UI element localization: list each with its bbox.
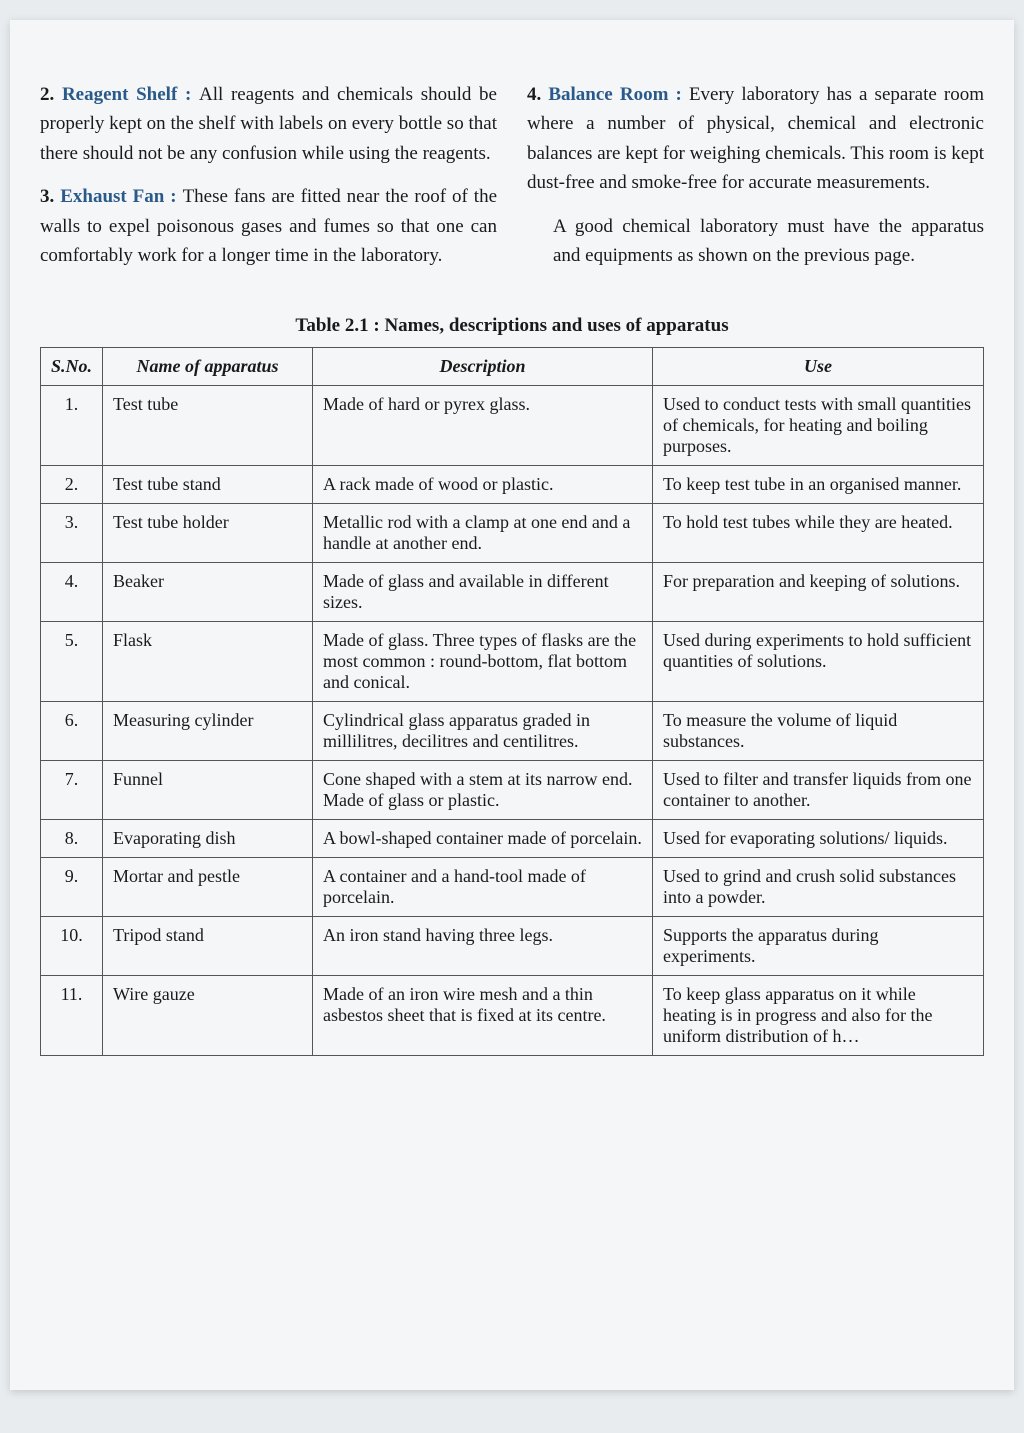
cell-description: Metallic rod with a clamp at one end and… <box>313 503 653 562</box>
cell-description: An iron stand having three legs. <box>313 916 653 975</box>
two-column-text: 2. Reagent Shelf : All reagents and chem… <box>40 80 984 285</box>
cell-description: Made of hard or pyrex glass. <box>313 385 653 465</box>
cell-use: To keep glass apparatus on it while heat… <box>653 975 984 1055</box>
cell-sno: 8. <box>41 819 103 857</box>
cell-name: Funnel <box>103 760 313 819</box>
cell-name: Tripod stand <box>103 916 313 975</box>
table-row: 9.Mortar and pestleA container and a han… <box>41 857 984 916</box>
cell-sno: 9. <box>41 857 103 916</box>
cell-description: Cylindrical glass apparatus graded in mi… <box>313 701 653 760</box>
list-item: 3. Exhaust Fan : These fans are fitted n… <box>40 182 497 270</box>
table-row: 6.Measuring cylinderCylindrical glass ap… <box>41 701 984 760</box>
cell-description: Cone shaped with a stem at its narrow en… <box>313 760 653 819</box>
table-header-row: S.No. Name of apparatus Description Use <box>41 347 984 385</box>
cell-use: To measure the volume of liquid substanc… <box>653 701 984 760</box>
item-heading: Exhaust Fan : <box>60 186 182 207</box>
apparatus-table: S.No. Name of apparatus Description Use … <box>40 347 984 1056</box>
cell-sno: 1. <box>41 385 103 465</box>
cell-description: Made of glass. Three types of flasks are… <box>313 621 653 701</box>
page: 2. Reagent Shelf : All reagents and chem… <box>10 20 1014 1390</box>
cell-use: Used for evaporating solutions/ liquids. <box>653 819 984 857</box>
cell-sno: 3. <box>41 503 103 562</box>
table-row: 11.Wire gauzeMade of an iron wire mesh a… <box>41 975 984 1055</box>
table-row: 10.Tripod standAn iron stand having thre… <box>41 916 984 975</box>
table-row: 4.BeakerMade of glass and available in d… <box>41 562 984 621</box>
cell-use: Used to filter and transfer liquids from… <box>653 760 984 819</box>
cell-name: Beaker <box>103 562 313 621</box>
cell-name: Flask <box>103 621 313 701</box>
cell-description: Made of glass and available in different… <box>313 562 653 621</box>
cell-name: Test tube stand <box>103 465 313 503</box>
cell-sno: 7. <box>41 760 103 819</box>
cell-sno: 5. <box>41 621 103 701</box>
cell-description: A bowl-shaped container made of porcelai… <box>313 819 653 857</box>
col-header-sno: S.No. <box>41 347 103 385</box>
item-number: 2. <box>40 84 54 105</box>
col-header-name: Name of apparatus <box>103 347 313 385</box>
cell-sno: 11. <box>41 975 103 1055</box>
item-number: 4. <box>527 84 541 105</box>
col-header-use: Use <box>653 347 984 385</box>
cell-use: To keep test tube in an organised manner… <box>653 465 984 503</box>
cell-description: A container and a hand-tool made of porc… <box>313 857 653 916</box>
cell-name: Evaporating dish <box>103 819 313 857</box>
table-row: 1.Test tubeMade of hard or pyrex glass.U… <box>41 385 984 465</box>
cell-sno: 10. <box>41 916 103 975</box>
list-item: 4. Balance Room : Every laboratory has a… <box>527 80 984 198</box>
cell-use: Used during experiments to hold sufficie… <box>653 621 984 701</box>
table-row: 5.FlaskMade of glass. Three types of fla… <box>41 621 984 701</box>
cell-name: Test tube <box>103 385 313 465</box>
cell-use: To hold test tubes while they are heated… <box>653 503 984 562</box>
table-title: Table 2.1 : Names, descriptions and uses… <box>40 315 984 337</box>
cell-use: For preparation and keeping of solutions… <box>653 562 984 621</box>
cell-description: Made of an iron wire mesh and a thin asb… <box>313 975 653 1055</box>
cell-name: Measuring cylinder <box>103 701 313 760</box>
cell-sno: 2. <box>41 465 103 503</box>
cell-name: Test tube holder <box>103 503 313 562</box>
table-row: 7.FunnelCone shaped with a stem at its n… <box>41 760 984 819</box>
cell-sno: 6. <box>41 701 103 760</box>
cell-sno: 4. <box>41 562 103 621</box>
cell-use: Supports the apparatus during experiment… <box>653 916 984 975</box>
cell-description: A rack made of wood or plastic. <box>313 465 653 503</box>
item-heading: Balance Room : <box>548 84 689 105</box>
cell-name: Wire gauze <box>103 975 313 1055</box>
table-row: 2.Test tube standA rack made of wood or … <box>41 465 984 503</box>
right-column: 4. Balance Room : Every laboratory has a… <box>527 80 984 285</box>
table-row: 3.Test tube holderMetallic rod with a cl… <box>41 503 984 562</box>
cell-use: Used to grind and crush solid substances… <box>653 857 984 916</box>
left-column: 2. Reagent Shelf : All reagents and chem… <box>40 80 497 285</box>
item-heading: Reagent Shelf : <box>62 84 199 105</box>
cell-name: Mortar and pestle <box>103 857 313 916</box>
item-number: 3. <box>40 186 54 207</box>
col-header-desc: Description <box>313 347 653 385</box>
cell-use: Used to conduct tests with small quantit… <box>653 385 984 465</box>
paragraph: A good chemical laboratory must have the… <box>527 212 984 271</box>
list-item: 2. Reagent Shelf : All reagents and chem… <box>40 80 497 168</box>
table-row: 8.Evaporating dishA bowl-shaped containe… <box>41 819 984 857</box>
